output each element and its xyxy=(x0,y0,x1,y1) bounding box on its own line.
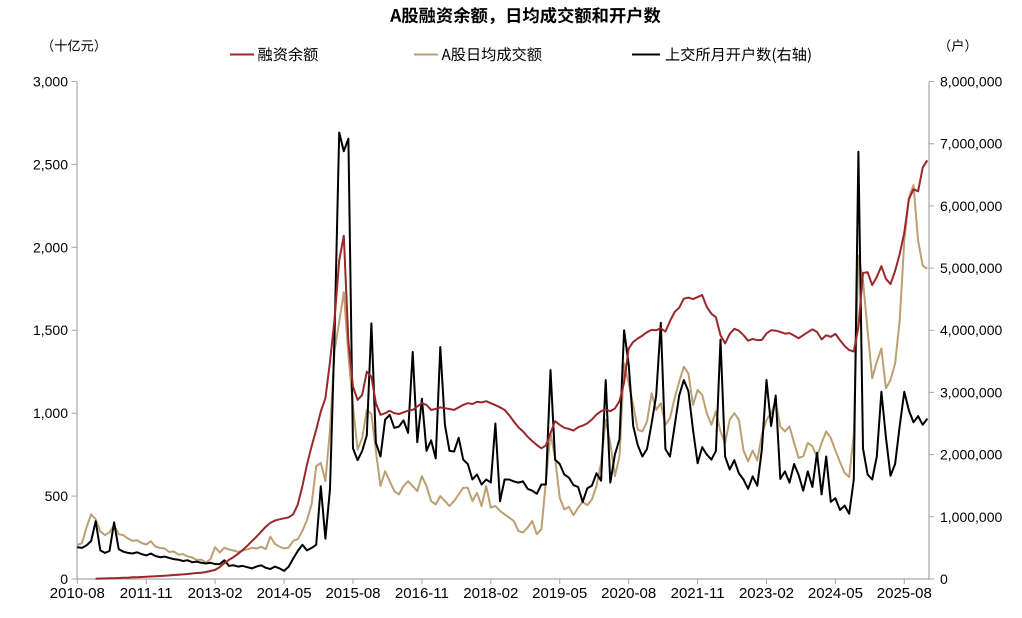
svg-text:2016-11: 2016-11 xyxy=(395,585,449,602)
svg-text:1,000,000: 1,000,000 xyxy=(940,509,1002,525)
svg-text:2019-05: 2019-05 xyxy=(532,585,587,602)
svg-text:4,000,000: 4,000,000 xyxy=(940,322,1002,338)
svg-text:7,000,000: 7,000,000 xyxy=(940,136,1002,152)
svg-text:3,000,000: 3,000,000 xyxy=(940,384,1002,400)
svg-text:1,500: 1,500 xyxy=(33,322,68,338)
svg-text:2010-08: 2010-08 xyxy=(50,585,105,602)
svg-text:0: 0 xyxy=(60,571,68,587)
svg-text:2,500: 2,500 xyxy=(33,156,68,172)
svg-text:2011-11: 2011-11 xyxy=(120,585,173,602)
svg-text:2021-11: 2021-11 xyxy=(671,585,725,602)
svg-text:2,000,000: 2,000,000 xyxy=(940,447,1002,463)
svg-text:5,000,000: 5,000,000 xyxy=(940,260,1002,276)
svg-text:2018-02: 2018-02 xyxy=(463,585,518,602)
svg-text:6,000,000: 6,000,000 xyxy=(940,198,1002,214)
svg-text:2020-08: 2020-08 xyxy=(601,585,656,602)
svg-text:2023-02: 2023-02 xyxy=(739,585,794,602)
svg-text:1,000: 1,000 xyxy=(33,405,68,421)
svg-text:2024-05: 2024-05 xyxy=(808,585,863,602)
svg-text:3,000: 3,000 xyxy=(33,74,68,90)
svg-text:2014-05: 2014-05 xyxy=(257,585,312,602)
svg-text:500: 500 xyxy=(45,488,69,504)
svg-text:2015-08: 2015-08 xyxy=(325,585,380,602)
svg-text:0: 0 xyxy=(940,571,948,587)
svg-text:2,000: 2,000 xyxy=(33,239,68,255)
svg-text:2025-08: 2025-08 xyxy=(877,585,932,602)
svg-text:2013-02: 2013-02 xyxy=(188,585,243,602)
svg-text:8,000,000: 8,000,000 xyxy=(940,74,1002,90)
